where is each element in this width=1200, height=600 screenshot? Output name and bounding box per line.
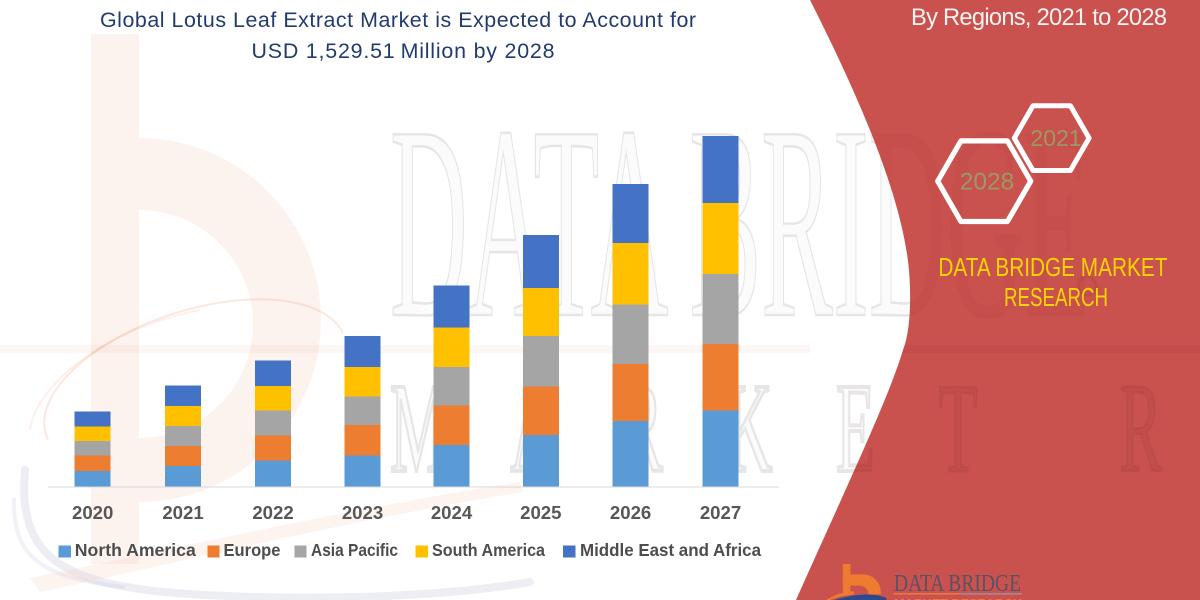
- svg-text:DATA BRIDGE: DATA BRIDGE: [894, 570, 1021, 597]
- svg-text:North America: North America: [75, 540, 196, 560]
- svg-text:2027: 2027: [700, 502, 741, 523]
- svg-text:DATA BRIDGE MARKET: DATA BRIDGE MARKET: [938, 254, 1167, 282]
- svg-text:2025: 2025: [520, 502, 561, 523]
- svg-text:Asia Pacific: Asia Pacific: [311, 540, 398, 560]
- svg-text:2021: 2021: [1030, 125, 1081, 151]
- svg-text:Middle East and Africa: Middle East and Africa: [580, 540, 761, 560]
- svg-text:Global Lotus Leaf Extract Mark: Global Lotus Leaf Extract Market is Expe…: [100, 8, 696, 32]
- svg-text:2028: 2028: [960, 169, 1015, 196]
- svg-text:2026: 2026: [610, 502, 651, 523]
- svg-text:2023: 2023: [342, 502, 383, 523]
- svg-text:MARKET RESEARCH: MARKET RESEARCH: [894, 596, 1022, 600]
- svg-text:RESEARCH: RESEARCH: [1004, 284, 1108, 312]
- svg-text:2024: 2024: [431, 502, 473, 523]
- svg-text:2021: 2021: [162, 502, 203, 523]
- svg-text:2022: 2022: [252, 502, 293, 523]
- svg-text:By Regions, 2021 to 2028: By Regions, 2021 to 2028: [911, 5, 1167, 31]
- svg-text:USD 1,529.51 Million by 2028: USD 1,529.51 Million by 2028: [252, 39, 555, 63]
- svg-text:Europe: Europe: [224, 540, 281, 560]
- svg-text:South America: South America: [432, 540, 545, 560]
- svg-text:2020: 2020: [72, 502, 113, 523]
